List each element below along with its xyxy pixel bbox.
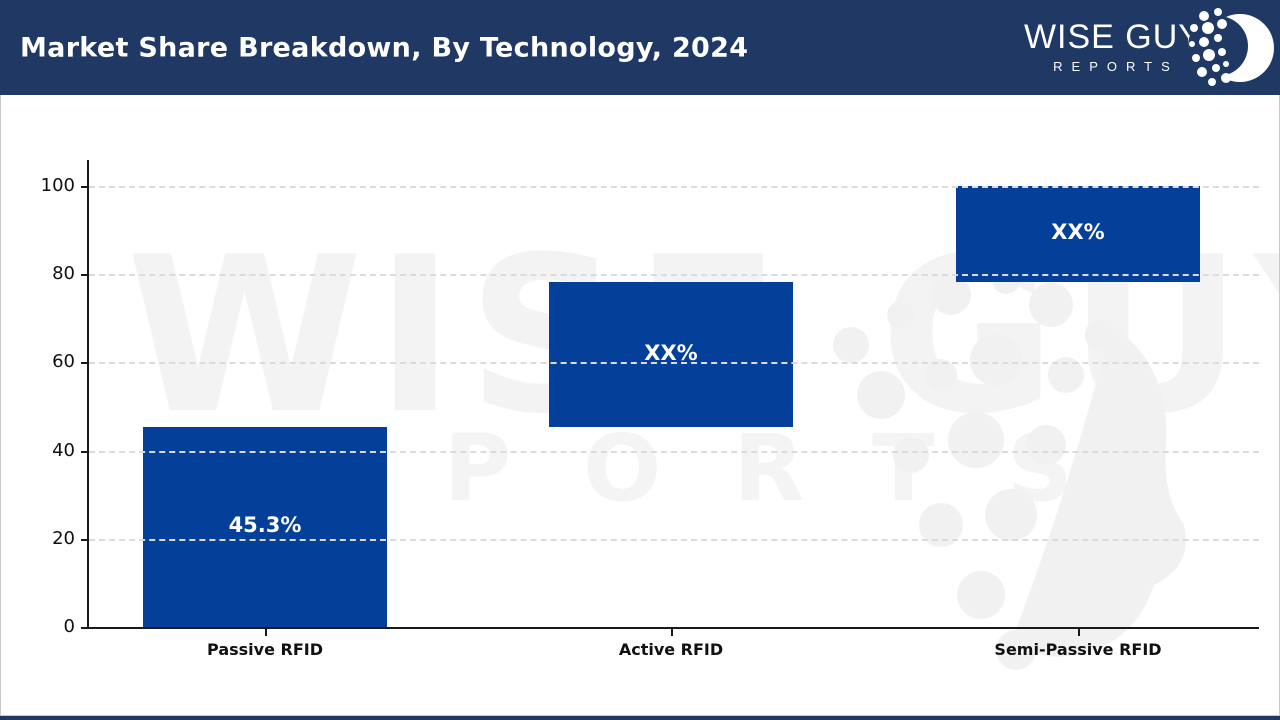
brand-wordmark-primary: WISE GUY — [1023, 18, 1202, 56]
bar-active-rfid — [549, 282, 793, 428]
y-tick-label: 0 — [63, 616, 75, 637]
brand-wordmark-secondary: REPORTS — [1053, 59, 1179, 74]
y-tick-label: 20 — [52, 527, 75, 549]
header-bar: Market Share Breakdown, By Technology, 2… — [0, 0, 1280, 95]
page-title: Market Share Breakdown, By Technology, 2… — [20, 32, 749, 63]
chart-canvas: WISE GUY REPORTS 020 — [0, 95, 1280, 716]
y-tick-label: 100 — [40, 175, 75, 196]
bar-value-label: 45.3% — [228, 513, 302, 538]
y-tick — [81, 627, 89, 629]
y-tick — [81, 274, 89, 277]
gridline-80 — [89, 274, 1259, 277]
y-tick — [81, 450, 89, 453]
y-tick-label: 80 — [52, 263, 75, 285]
bar-value-label: XX% — [1051, 220, 1105, 245]
y-tick — [81, 362, 89, 365]
x-tick-label: Active RFID — [618, 640, 724, 659]
dotted-face-icon — [1188, 8, 1274, 86]
gridline-100 — [89, 186, 1259, 188]
x-tick-label: Semi-Passive RFID — [994, 640, 1162, 659]
y-tick — [81, 538, 89, 541]
gridline-20 — [89, 538, 1259, 541]
x-tick — [265, 629, 267, 636]
bar-passive-rfid — [143, 427, 387, 627]
y-tick-label: 40 — [52, 439, 75, 461]
x-tick-label: Passive RFID — [207, 640, 323, 659]
y-axis-line — [87, 160, 89, 629]
bar-value-label: XX% — [644, 340, 698, 365]
gridline-40 — [89, 450, 1259, 453]
x-tick — [1078, 629, 1080, 636]
brand-wordmark: WISE GUY REPORTS — [1024, 18, 1202, 74]
footer-bar — [0, 716, 1280, 720]
y-tick-label: 60 — [52, 351, 75, 373]
x-axis-line — [87, 627, 1259, 629]
brand-logo: WISE GUY REPORTS — [1020, 0, 1274, 95]
x-tick — [671, 629, 673, 636]
gridline-60 — [89, 362, 1259, 365]
y-tick — [81, 186, 89, 188]
